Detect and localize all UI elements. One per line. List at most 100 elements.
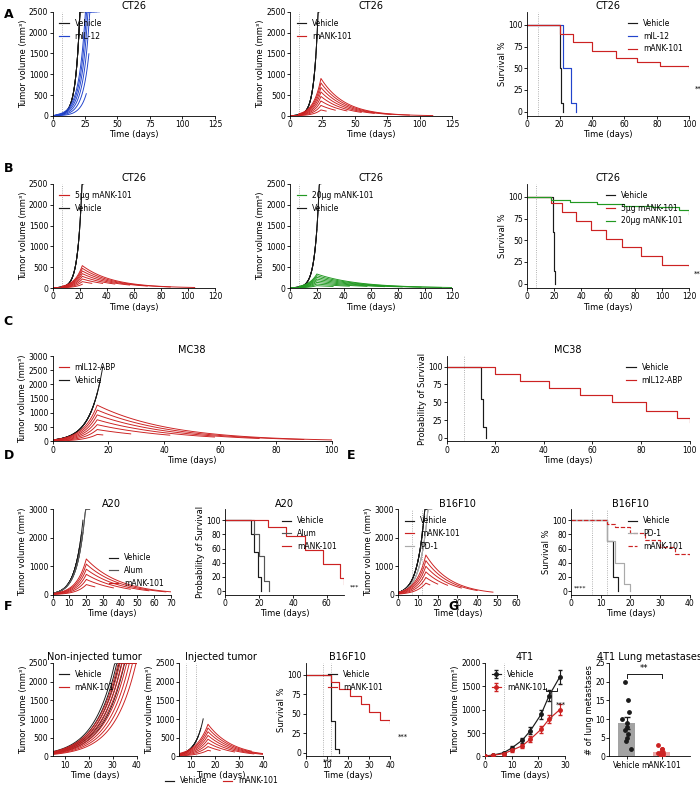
Y-axis label: Survival %: Survival %: [542, 530, 551, 574]
Text: ***: ***: [323, 759, 332, 764]
Title: CT26: CT26: [596, 173, 621, 183]
Title: B16F10: B16F10: [330, 652, 366, 662]
Legend: Vehicle, mIL-12: Vehicle, mIL-12: [56, 16, 105, 43]
Text: F: F: [4, 600, 12, 613]
Legend: Vehicle, PD-1, mANK-101: Vehicle, PD-1, mANK-101: [624, 513, 686, 554]
X-axis label: Time (days): Time (days): [70, 771, 120, 780]
Point: [657, 750, 668, 763]
Bar: [653, 753, 671, 756]
X-axis label: Time (days): Time (days): [167, 456, 217, 465]
X-axis label: Time (days): Time (days): [109, 303, 158, 311]
X-axis label: Time (days): Time (days): [197, 771, 246, 780]
Title: CT26: CT26: [358, 173, 384, 183]
Y-axis label: Tumor volume (mm³): Tumor volume (mm³): [19, 20, 27, 108]
Y-axis label: Survival %: Survival %: [498, 214, 507, 258]
Point: [657, 746, 668, 759]
Legend: Vehicle, mANK-101: Vehicle, mANK-101: [293, 16, 355, 43]
Title: MC38: MC38: [554, 345, 582, 355]
Text: ***: ***: [695, 86, 700, 92]
Point: [620, 735, 631, 748]
Point: [622, 694, 634, 707]
Y-axis label: Tumor volume (mm³): Tumor volume (mm³): [256, 20, 265, 108]
X-axis label: Time (days): Time (days): [260, 609, 309, 619]
X-axis label: Time (days): Time (days): [109, 131, 158, 139]
Point: [652, 739, 664, 752]
Title: A20: A20: [102, 499, 121, 508]
Point: [655, 750, 666, 763]
Point: [620, 675, 631, 688]
X-axis label: Time (days): Time (days): [346, 303, 395, 311]
Legend: 20μg mANK-101, Vehicle: 20μg mANK-101, Vehicle: [293, 188, 377, 216]
Legend: Vehicle, Alum, mANK-101: Vehicle, Alum, mANK-101: [279, 513, 340, 554]
Y-axis label: Tumor volume (mm³): Tumor volume (mm³): [256, 191, 265, 281]
Text: ****: ****: [574, 585, 587, 590]
X-axis label: Time (days): Time (days): [584, 131, 633, 139]
Legend: Vehicle, Alum, mANK-101: Vehicle, Alum, mANK-101: [106, 550, 167, 591]
Point: [657, 742, 668, 755]
X-axis label: Time (days): Time (days): [584, 303, 633, 311]
Point: [622, 727, 634, 740]
Title: MC38: MC38: [178, 345, 206, 355]
Y-axis label: Probability of Survival: Probability of Survival: [418, 353, 426, 444]
Y-axis label: Tumor volume (mm³): Tumor volume (mm³): [18, 355, 27, 443]
Title: B16F10: B16F10: [612, 499, 649, 508]
Text: ***: ***: [398, 734, 407, 740]
Point: [620, 724, 631, 737]
Title: B16F10: B16F10: [439, 499, 476, 508]
Text: E: E: [346, 449, 355, 462]
Y-axis label: Tumor volume (mm³): Tumor volume (mm³): [19, 665, 27, 754]
Point: [621, 716, 632, 729]
X-axis label: Time (days): Time (days): [543, 456, 593, 465]
Text: D: D: [4, 449, 14, 462]
Text: ***: ***: [694, 271, 700, 277]
Point: [655, 746, 666, 759]
Point: [624, 705, 635, 718]
Title: Injected tumor: Injected tumor: [186, 652, 257, 662]
Legend: Vehicle, 5μg mANK-101, 20μg mANK-101: Vehicle, 5μg mANK-101, 20μg mANK-101: [603, 188, 686, 229]
Point: [621, 720, 632, 733]
Title: CT26: CT26: [358, 1, 384, 11]
Text: ***: ***: [556, 702, 566, 708]
Point: [652, 746, 664, 759]
Title: 4T1 Lung metastases: 4T1 Lung metastases: [597, 652, 700, 662]
Text: B: B: [4, 162, 13, 174]
Legend: Vehicle, mANK-101: Vehicle, mANK-101: [162, 773, 281, 788]
Point: [657, 742, 668, 755]
X-axis label: Time (days): Time (days): [346, 131, 395, 139]
Title: Non-injected tumor: Non-injected tumor: [48, 652, 142, 662]
Title: CT26: CT26: [121, 173, 146, 183]
Y-axis label: Survival %: Survival %: [498, 42, 507, 86]
Y-axis label: Probability of Survival: Probability of Survival: [196, 506, 205, 598]
Legend: Vehicle, mANK-101: Vehicle, mANK-101: [325, 667, 386, 694]
Y-axis label: Tumor volume (mm³): Tumor volume (mm³): [145, 665, 154, 754]
X-axis label: Time (days): Time (days): [606, 609, 655, 619]
X-axis label: Time (days): Time (days): [87, 609, 136, 619]
Text: **: **: [640, 664, 648, 673]
Text: G: G: [448, 600, 458, 613]
Y-axis label: Survival %: Survival %: [276, 687, 286, 732]
Title: 4T1: 4T1: [516, 652, 534, 662]
Text: A: A: [4, 8, 13, 20]
X-axis label: Time (days): Time (days): [433, 609, 482, 619]
Point: [621, 731, 632, 744]
Legend: Vehicle, mANK-101: Vehicle, mANK-101: [489, 667, 550, 694]
Title: CT26: CT26: [596, 1, 621, 11]
Legend: Vehicle, mIL12-ABP: Vehicle, mIL12-ABP: [623, 360, 686, 388]
Y-axis label: # of lung metastases: # of lung metastases: [585, 664, 594, 755]
Y-axis label: Tumor volume (mm³): Tumor volume (mm³): [19, 191, 27, 281]
X-axis label: Time (days): Time (days): [500, 771, 550, 780]
Legend: Vehicle, mANK-101: Vehicle, mANK-101: [56, 667, 118, 694]
Bar: [618, 723, 636, 756]
Title: A20: A20: [275, 499, 294, 508]
Y-axis label: Tumor volume (mm³): Tumor volume (mm³): [364, 507, 373, 597]
Legend: mIL12-ABP, Vehicle: mIL12-ABP, Vehicle: [56, 360, 119, 388]
Legend: 5μg mANK-101, Vehicle: 5μg mANK-101, Vehicle: [56, 188, 134, 216]
Point: [656, 750, 667, 763]
Legend: Vehicle, mANK-101, PD-1: Vehicle, mANK-101, PD-1: [402, 513, 463, 554]
X-axis label: Time (days): Time (days): [323, 771, 372, 780]
Y-axis label: Tumor volume (mm³): Tumor volume (mm³): [18, 507, 27, 597]
Text: ***: ***: [350, 585, 359, 589]
Y-axis label: Tumor volume (mm³): Tumor volume (mm³): [451, 665, 460, 754]
Point: [617, 712, 628, 725]
Title: CT26: CT26: [121, 1, 146, 11]
